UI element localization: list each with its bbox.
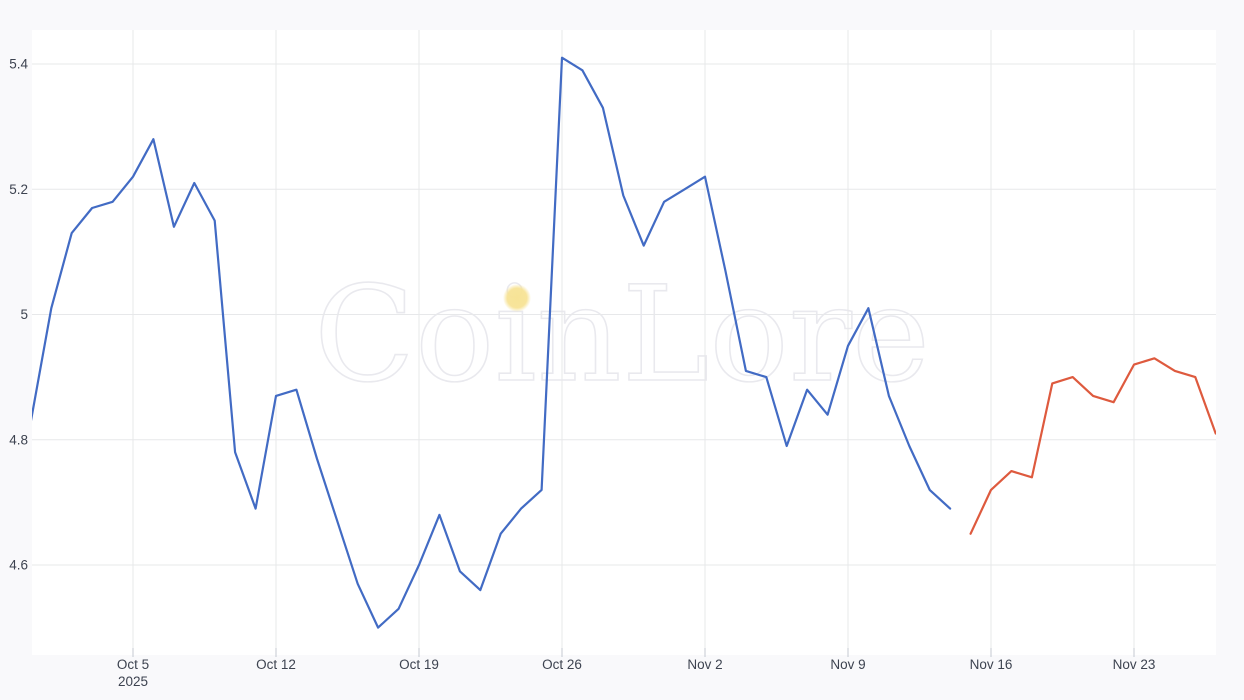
historical-price-line	[32, 56, 952, 629]
watermark-text: CoinLore	[314, 258, 930, 412]
predicted-price-line	[969, 357, 1216, 535]
x-tick-label: Oct 19	[399, 657, 439, 672]
x-tick-label: Oct 26	[542, 657, 582, 672]
x-tick-label: Nov 2	[687, 657, 722, 672]
plot-area	[32, 30, 1216, 655]
y-tick-label: 5.4	[9, 57, 28, 72]
x-tick-label: Nov 16	[970, 657, 1013, 672]
y-tick-label: 5.2	[9, 182, 28, 197]
x-tick-label: Oct 12	[256, 657, 296, 672]
x-tick-year-label: 2025	[118, 674, 148, 689]
watermark-dot-icon	[503, 284, 531, 312]
y-tick-label: 4.8	[9, 432, 28, 447]
y-tick-label: 5	[20, 307, 28, 322]
x-tick-label: Nov 9	[830, 657, 865, 672]
x-tick-label: Oct 5	[117, 657, 149, 672]
x-tick-label: Nov 23	[1113, 657, 1156, 672]
y-tick-label: 4.6	[9, 558, 28, 573]
